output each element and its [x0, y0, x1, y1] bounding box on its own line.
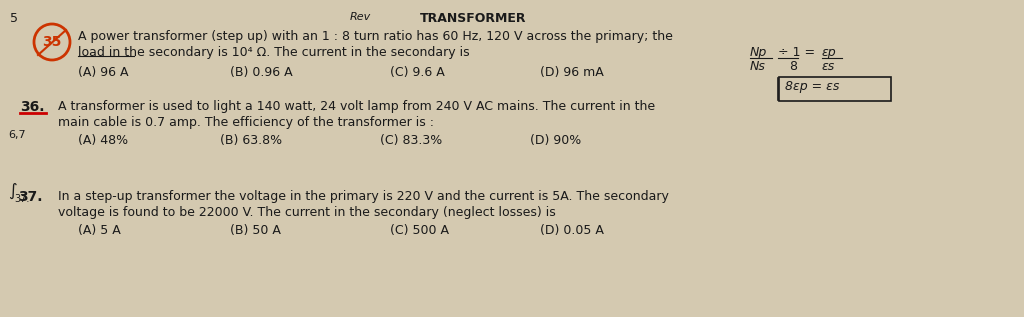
- Text: A power transformer (step up) with an 1 : 8 turn ratio has 60 Hz, 120 V across t: A power transformer (step up) with an 1 …: [78, 30, 673, 43]
- Text: ∫: ∫: [8, 182, 16, 200]
- Text: 6,7: 6,7: [8, 130, 26, 140]
- Text: 8εp = εs: 8εp = εs: [785, 80, 840, 93]
- Text: 37.: 37.: [18, 190, 43, 204]
- Text: (C) 83.3%: (C) 83.3%: [380, 134, 442, 147]
- Text: εs: εs: [822, 60, 836, 73]
- Text: εp: εp: [822, 46, 837, 59]
- Text: (C) 500 A: (C) 500 A: [390, 224, 449, 237]
- Text: In a step-up transformer the voltage in the primary is 220 V and the current is : In a step-up transformer the voltage in …: [58, 190, 669, 203]
- Text: voltage is found to be 22000 V. The current in the secondary (neglect losses) is: voltage is found to be 22000 V. The curr…: [58, 206, 556, 219]
- Text: (B) 63.8%: (B) 63.8%: [220, 134, 283, 147]
- Text: main cable is 0.7 amp. The efficiency of the transformer is :: main cable is 0.7 amp. The efficiency of…: [58, 116, 434, 129]
- Text: 35: 35: [42, 35, 61, 49]
- Text: 5: 5: [10, 12, 18, 25]
- Text: (D) 96 mA: (D) 96 mA: [540, 66, 604, 79]
- Text: A transformer is used to light a 140 watt, 24 volt lamp from 240 V AC mains. The: A transformer is used to light a 140 wat…: [58, 100, 655, 113]
- Text: Rev: Rev: [350, 12, 372, 22]
- Text: TRANSFORMER: TRANSFORMER: [420, 12, 526, 25]
- Text: (B) 0.96 A: (B) 0.96 A: [230, 66, 293, 79]
- Text: (D) 0.05 A: (D) 0.05 A: [540, 224, 604, 237]
- Text: (A) 5 A: (A) 5 A: [78, 224, 121, 237]
- Text: 36.: 36.: [20, 100, 44, 114]
- Text: 37.: 37.: [14, 194, 30, 204]
- Text: Ns: Ns: [750, 60, 766, 73]
- Text: (A) 48%: (A) 48%: [78, 134, 128, 147]
- Text: (A) 96 A: (A) 96 A: [78, 66, 128, 79]
- Text: Np: Np: [750, 46, 767, 59]
- Text: (C) 9.6 A: (C) 9.6 A: [390, 66, 444, 79]
- Text: (B) 50 A: (B) 50 A: [230, 224, 281, 237]
- Text: (D) 90%: (D) 90%: [530, 134, 582, 147]
- Text: 8: 8: [778, 60, 798, 73]
- Text: load in the secondary is 10⁴ Ω. The current in the secondary is: load in the secondary is 10⁴ Ω. The curr…: [78, 46, 470, 59]
- Text: ÷ 1 =: ÷ 1 =: [778, 46, 815, 59]
